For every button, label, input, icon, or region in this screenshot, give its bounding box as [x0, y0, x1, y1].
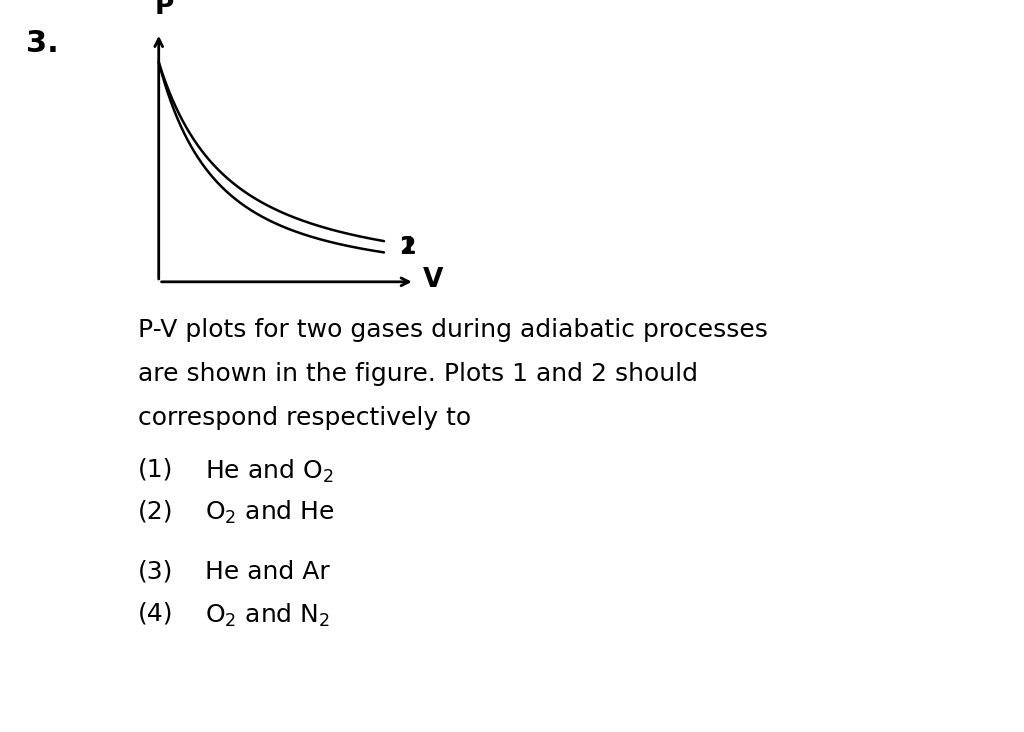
Text: 1: 1 [399, 234, 416, 258]
Text: O$_2$ and He: O$_2$ and He [205, 499, 334, 526]
Text: He and O$_2$: He and O$_2$ [205, 458, 333, 485]
Text: (1): (1) [138, 458, 174, 482]
Text: (3): (3) [138, 560, 174, 584]
Text: 2: 2 [399, 235, 416, 259]
Text: correspond respectively to: correspond respectively to [138, 406, 471, 430]
Text: (2): (2) [138, 499, 174, 523]
Text: V: V [423, 267, 443, 294]
Text: are shown in the figure. Plots 1 and 2 should: are shown in the figure. Plots 1 and 2 s… [138, 362, 698, 386]
Text: P-V plots for two gases during adiabatic processes: P-V plots for two gases during adiabatic… [138, 318, 768, 343]
Text: (4): (4) [138, 602, 174, 626]
Text: He and Ar: He and Ar [205, 560, 330, 584]
Text: P: P [155, 0, 173, 20]
Text: 3.: 3. [26, 29, 58, 59]
Text: O$_2$ and N$_2$: O$_2$ and N$_2$ [205, 602, 330, 629]
